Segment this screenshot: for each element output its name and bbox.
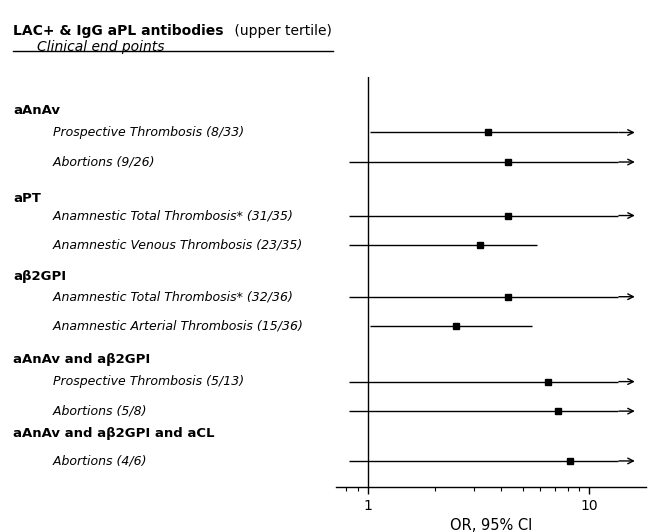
Text: aPT: aPT [13,193,41,205]
Text: (upper tertile): (upper tertile) [230,24,332,38]
Text: aAnAv and aβ2GPI: aAnAv and aβ2GPI [13,353,151,366]
Text: Anamnestic Venous Thrombosis (23/35): Anamnestic Venous Thrombosis (23/35) [37,238,302,252]
Text: Abortions (4/6): Abortions (4/6) [37,454,146,468]
Text: aAnAv and aβ2GPI and aCL: aAnAv and aβ2GPI and aCL [13,427,215,440]
Text: Abortions (9/26): Abortions (9/26) [37,155,154,169]
Text: Prospective Thrombosis (5/13): Prospective Thrombosis (5/13) [37,375,244,388]
Text: Anamnestic Arterial Thrombosis (15/36): Anamnestic Arterial Thrombosis (15/36) [37,320,302,332]
Text: Abortions (5/8): Abortions (5/8) [37,405,146,418]
X-axis label: OR, 95% CI: OR, 95% CI [450,518,532,532]
Text: Anamnestic Total Thrombosis* (31/35): Anamnestic Total Thrombosis* (31/35) [37,209,292,222]
Text: Clinical end points: Clinical end points [37,40,164,54]
Text: aβ2GPI: aβ2GPI [13,270,67,283]
Text: Prospective Thrombosis (8/33): Prospective Thrombosis (8/33) [37,126,244,139]
Text: Anamnestic Total Thrombosis* (32/36): Anamnestic Total Thrombosis* (32/36) [37,290,292,303]
Text: LAC+ & IgG aPL antibodies: LAC+ & IgG aPL antibodies [13,24,224,38]
Text: aAnAv: aAnAv [13,104,61,117]
